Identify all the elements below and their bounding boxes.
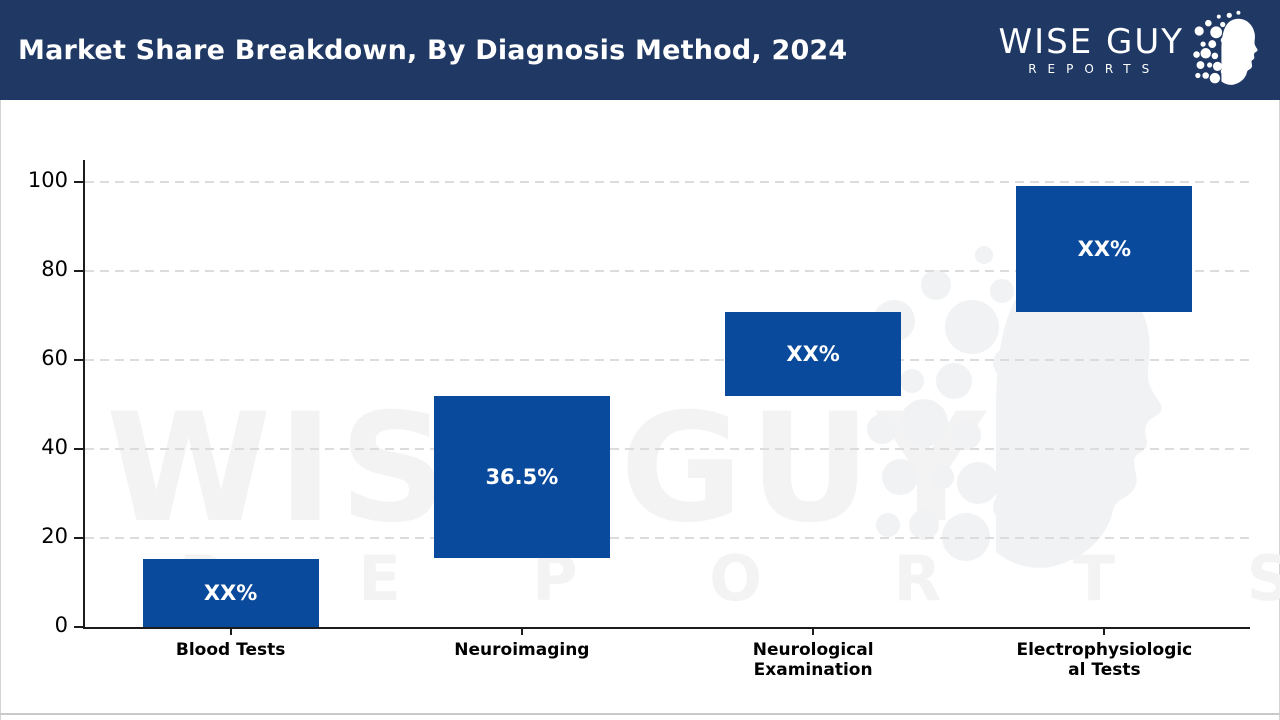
head-dots-icon	[1193, 10, 1258, 85]
y-tick-label-60: 60	[41, 346, 68, 371]
x-tick-mark-3	[1103, 629, 1106, 635]
y-tick-label-40: 40	[41, 435, 68, 460]
brand-logo: WISE GUY REPORTS	[998, 8, 1262, 92]
y-tick-mark-80	[74, 270, 83, 273]
page-title: Market Share Breakdown, By Diagnosis Met…	[18, 34, 848, 66]
gridline-20	[85, 537, 1253, 540]
x-tick-mark-0	[229, 629, 232, 635]
y-tick-mark-100	[74, 181, 83, 184]
x-tick-mark-1	[520, 629, 523, 635]
x-category-label-3: Electrophysiologic al Tests	[1016, 640, 1193, 680]
y-tick-mark-20	[74, 537, 83, 540]
bar-value-label: XX%	[786, 341, 840, 366]
brand-subtitle: REPORTS	[1028, 62, 1161, 76]
bar-value-label: XX%	[1077, 236, 1132, 261]
gridline-40	[85, 448, 1253, 451]
gridline-60	[85, 359, 1253, 362]
y-tick-label-20: 20	[41, 524, 68, 549]
header-bar: Market Share Breakdown, By Diagnosis Met…	[0, 0, 1280, 100]
y-axis-spine	[83, 160, 85, 629]
y-tick-mark-40	[74, 448, 83, 451]
x-category-label-0: Blood Tests	[175, 640, 286, 660]
y-tick-label-100: 100	[27, 168, 68, 193]
x-category-label-2: Neurological Examination	[752, 640, 874, 680]
x-category-label-1: Neuroimaging	[454, 640, 590, 660]
y-tick-mark-0	[74, 626, 83, 628]
watermark-text-2: R E P O R T S	[179, 542, 1280, 615]
bar-value-label: 36.5%	[485, 465, 559, 490]
bar-electrophysiological-tests: XX%	[1016, 185, 1193, 312]
gridline-80	[85, 270, 1253, 273]
brand-logo-text: WISE GUY REPORTS	[998, 25, 1184, 75]
bottom-divider	[0, 713, 1280, 715]
bar-value-label: XX%	[203, 580, 258, 605]
brand-name: WISE GUY	[998, 22, 1184, 62]
y-tick-mark-60	[74, 359, 83, 362]
x-axis-spine	[83, 627, 1250, 629]
y-tick-label-0: 0	[54, 613, 68, 637]
bar-neurological-examination: XX%	[725, 311, 902, 397]
x-tick-mark-2	[812, 629, 815, 635]
bar-blood-tests: XX%	[142, 558, 319, 627]
y-tick-label-80: 80	[41, 257, 68, 282]
bar-neuroimaging: 36.5%	[433, 396, 610, 559]
gridline-100	[85, 181, 1253, 184]
